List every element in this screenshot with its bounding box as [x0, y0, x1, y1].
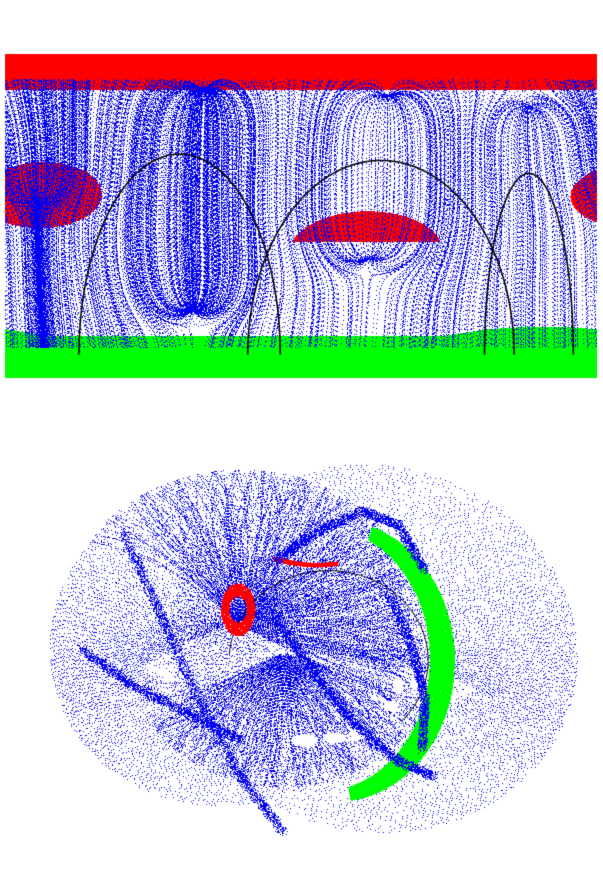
synoptic-map-canvas: [0, 50, 603, 382]
synoptic-map-panel: [0, 50, 603, 382]
sphere-projection-panel: [0, 410, 603, 869]
sphere-projection-canvas: [0, 410, 603, 869]
